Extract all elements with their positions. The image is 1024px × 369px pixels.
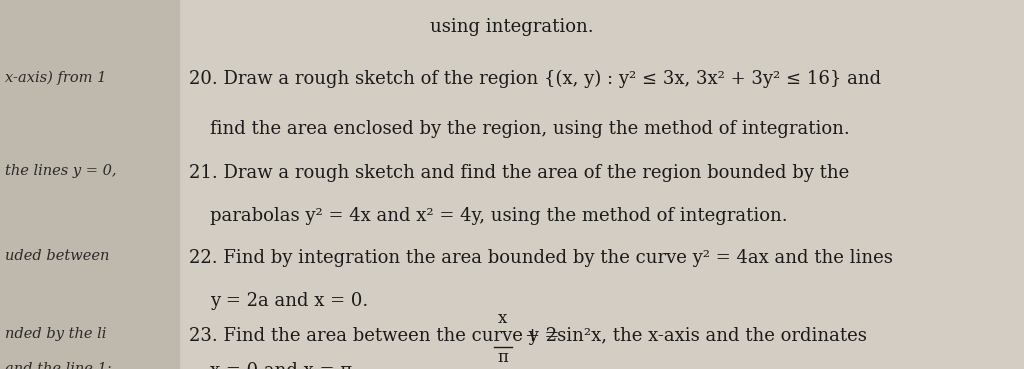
Text: uded between: uded between xyxy=(5,249,110,263)
Text: y = 2a and x = 0.: y = 2a and x = 0. xyxy=(210,292,369,310)
Text: the lines y = 0,: the lines y = 0, xyxy=(5,164,117,178)
Text: find the area enclosed by the region, using the method of integration.: find the area enclosed by the region, us… xyxy=(210,120,850,138)
Text: parabolas y² = 4x and x² = 4y, using the method of integration.: parabolas y² = 4x and x² = 4y, using the… xyxy=(210,207,787,225)
Text: x: x xyxy=(498,310,508,327)
Text: using integration.: using integration. xyxy=(430,18,594,37)
Text: x = 0 and x = π.: x = 0 and x = π. xyxy=(210,362,358,369)
Text: and the line 1:: and the line 1: xyxy=(5,362,112,369)
Text: x-axis) from 1: x-axis) from 1 xyxy=(5,70,106,85)
Text: 23. Find the area between the curve y =: 23. Find the area between the curve y = xyxy=(189,327,565,345)
Text: 20. Draw a rough sketch of the region {(x, y) : y² ≤ 3x, 3x² + 3y² ≤ 16} and: 20. Draw a rough sketch of the region {(… xyxy=(189,70,882,88)
Text: 21. Draw a rough sketch and find the area of the region bounded by the: 21. Draw a rough sketch and find the are… xyxy=(189,164,850,182)
Text: π: π xyxy=(498,349,508,366)
Text: + 2sin²x, the x-axis and the ordinates: + 2sin²x, the x-axis and the ordinates xyxy=(525,327,867,345)
Bar xyxy=(0,0,179,369)
Text: 22. Find by integration the area bounded by the curve y² = 4ax and the lines: 22. Find by integration the area bounded… xyxy=(189,249,893,267)
Text: nded by the li: nded by the li xyxy=(5,327,106,341)
